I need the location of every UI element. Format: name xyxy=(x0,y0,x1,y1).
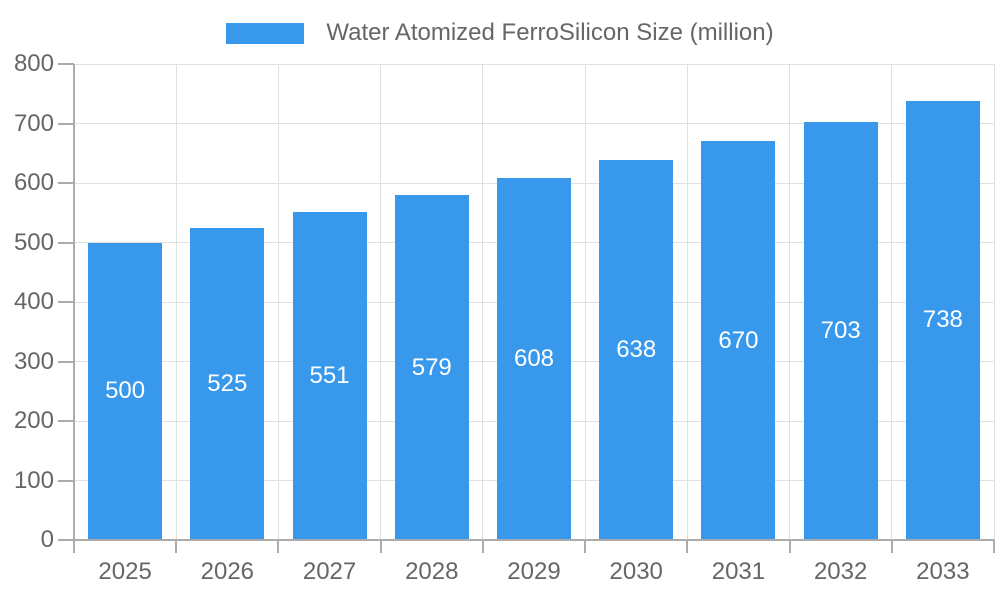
x-axis-tick xyxy=(73,540,75,553)
gridline-horizontal xyxy=(74,63,994,65)
y-axis-label: 300 xyxy=(13,347,54,375)
bar-value-label: 638 xyxy=(616,336,657,364)
x-axis-tick xyxy=(175,540,178,553)
x-axis-tick xyxy=(686,540,689,553)
bar-value-label: 551 xyxy=(309,362,350,390)
bar[interactable]: 579 xyxy=(394,195,469,540)
bar[interactable]: 608 xyxy=(497,178,571,540)
y-axis-tick xyxy=(58,301,74,303)
legend-swatch xyxy=(226,22,305,44)
x-axis-label: 2027 xyxy=(302,558,357,585)
y-axis-tick xyxy=(58,241,74,244)
y-axis-label: 0 xyxy=(40,526,54,553)
bar[interactable]: 638 xyxy=(599,160,674,540)
y-axis-label: 500 xyxy=(13,228,54,256)
y-axis-label: 700 xyxy=(13,109,54,137)
x-axis-tick xyxy=(584,540,587,553)
x-axis-label: 2033 xyxy=(916,558,970,585)
x-axis-tick xyxy=(379,540,382,553)
y-axis-label: 100 xyxy=(13,466,54,494)
y-axis-line xyxy=(72,64,75,553)
y-axis-tick xyxy=(58,182,74,184)
x-axis-tick xyxy=(993,540,995,553)
bar[interactable]: 525 xyxy=(190,227,265,540)
bar[interactable]: 670 xyxy=(701,141,776,540)
y-axis-label: 400 xyxy=(13,288,54,315)
y-axis-label: 800 xyxy=(13,50,54,77)
y-axis-tick xyxy=(58,539,74,541)
x-axis-label: 2028 xyxy=(405,558,459,585)
bar[interactable]: 551 xyxy=(292,212,367,540)
y-axis-tick xyxy=(58,63,74,65)
gridline-vertical xyxy=(891,64,893,540)
bar-value-label: 738 xyxy=(922,306,963,334)
gridline-vertical xyxy=(277,64,279,540)
gridline-vertical xyxy=(993,64,995,540)
bar-value-label: 525 xyxy=(207,369,248,397)
x-axis-label: 2031 xyxy=(711,558,766,585)
bar-value-label: 608 xyxy=(513,345,555,373)
bar-value-label: 670 xyxy=(718,326,759,354)
y-axis-tick xyxy=(58,479,74,482)
bar-value-label: 579 xyxy=(411,353,452,381)
y-axis-tick xyxy=(58,420,74,422)
y-axis-tick xyxy=(58,360,74,363)
x-axis-line xyxy=(58,539,994,541)
x-axis-tick xyxy=(277,540,280,553)
x-axis-label: 2025 xyxy=(98,558,152,585)
x-axis-tick xyxy=(788,540,791,553)
bar[interactable]: 703 xyxy=(803,121,878,540)
y-axis-tick xyxy=(58,122,74,125)
gridline-vertical xyxy=(380,64,382,540)
gridline-vertical xyxy=(584,64,586,540)
y-axis-label: 600 xyxy=(13,169,54,196)
x-axis-label: 2029 xyxy=(507,558,561,585)
x-axis-label: 2030 xyxy=(609,558,663,585)
gridline-vertical xyxy=(482,64,484,540)
x-axis-tick xyxy=(481,540,484,553)
x-axis-label: 2026 xyxy=(200,558,255,585)
y-axis-label: 200 xyxy=(13,407,54,434)
bar[interactable]: 738 xyxy=(905,100,980,540)
gridline-horizontal xyxy=(74,123,994,124)
bar-value-label: 500 xyxy=(105,377,146,405)
gridline-vertical xyxy=(686,64,688,540)
x-axis-label: 2032 xyxy=(813,558,868,585)
gridline-vertical xyxy=(175,64,177,540)
bar-value-label: 703 xyxy=(820,316,861,344)
legend[interactable]: Water Atomized FerroSilicon Size (millio… xyxy=(0,20,1000,46)
gridline-vertical xyxy=(789,64,791,540)
x-axis-tick xyxy=(890,540,893,553)
legend-label: Water Atomized FerroSilicon Size (millio… xyxy=(326,19,774,46)
bar[interactable]: 500 xyxy=(88,242,163,540)
